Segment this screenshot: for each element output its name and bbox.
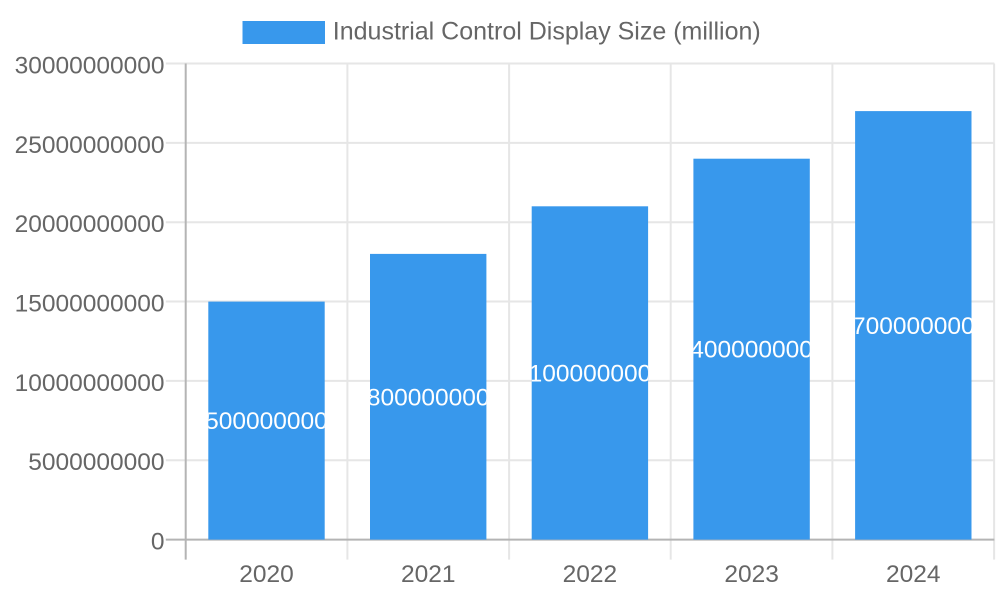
svg-text:10000000000: 10000000000 bbox=[15, 370, 165, 397]
svg-text:15000000000: 15000000000 bbox=[15, 290, 165, 317]
svg-text:18000000000: 18000000000 bbox=[353, 384, 503, 411]
svg-text:2022: 2022 bbox=[563, 561, 618, 588]
svg-text:Industrial Control Display Siz: Industrial Control Display Size (million… bbox=[333, 18, 761, 46]
svg-text:15000000000: 15000000000 bbox=[192, 408, 342, 435]
svg-text:0: 0 bbox=[151, 529, 165, 556]
svg-text:2020: 2020 bbox=[239, 561, 294, 588]
svg-text:2023: 2023 bbox=[724, 561, 779, 588]
svg-text:21000000000: 21000000000 bbox=[515, 361, 665, 388]
svg-text:2024: 2024 bbox=[886, 561, 941, 588]
svg-text:5000000000: 5000000000 bbox=[28, 449, 164, 476]
svg-text:20000000000: 20000000000 bbox=[15, 211, 165, 238]
svg-text:25000000000: 25000000000 bbox=[15, 132, 165, 159]
svg-text:30000000000: 30000000000 bbox=[15, 52, 165, 79]
svg-text:24000000000: 24000000000 bbox=[677, 337, 827, 364]
svg-text:2021: 2021 bbox=[401, 561, 456, 588]
svg-text:27000000000: 27000000000 bbox=[838, 313, 988, 340]
